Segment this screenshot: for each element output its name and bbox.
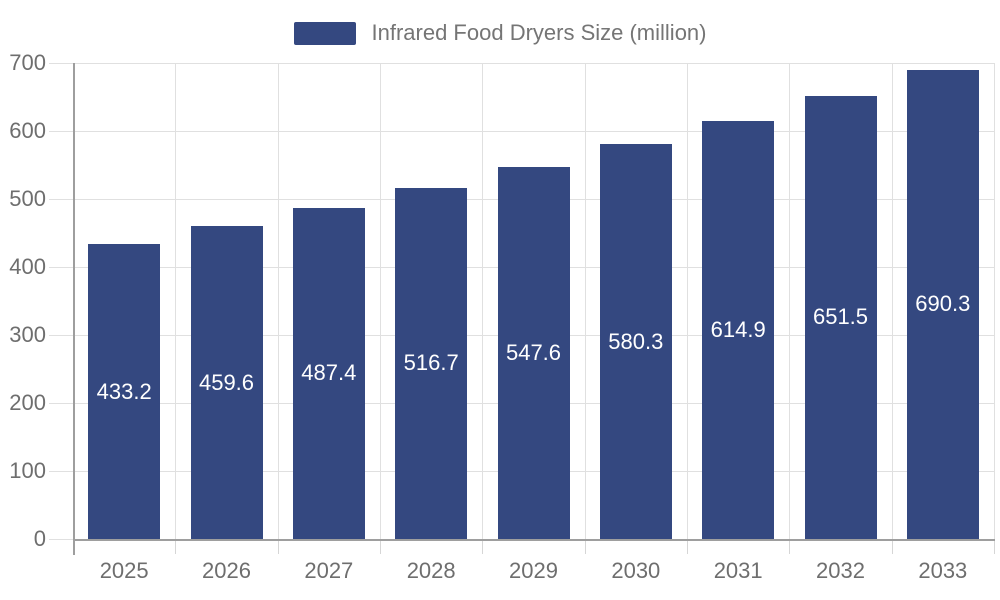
bar-2033: 690.3 [906,69,979,539]
x-axis-tick-label: 2028 [406,558,456,583]
x-tick-mark [891,539,893,554]
x-gridline [482,63,484,539]
bar-value-label: 580.3 [608,328,664,354]
y-tick-mark [49,63,73,64]
x-gridline [994,63,995,539]
y-axis-tick-label: 700 [9,50,46,75]
y-tick-mark [49,539,73,540]
bar-value-label: 547.6 [505,339,562,365]
x-tick-mark [789,539,791,554]
y-tick-mark [49,403,73,404]
x-gridline [687,63,688,539]
y-tick-mark [49,267,73,268]
bar-2026: 459.6 [190,226,263,539]
bar-value-label: 459.6 [198,369,255,395]
y-axis-tick-label: 0 [33,526,46,551]
y-axis-tick-label: 200 [9,390,46,415]
bar-2028: 516.7 [395,187,468,539]
y-gridline [73,63,994,64]
x-gridline [584,63,586,539]
x-tick-mark [175,539,177,554]
x-gridline [277,63,279,539]
x-gridline [891,63,893,539]
x-axis-line [73,539,995,541]
legend-label: Infrared Food Dryers Size (million) [371,20,707,45]
y-tick-mark [49,335,73,336]
x-tick-mark [380,539,381,554]
legend[interactable]: Infrared Food Dryers Size (million) [0,20,1000,46]
y-tick-mark [49,471,73,472]
bar-2031: 614.9 [702,120,775,539]
x-axis-tick-label: 2029 [509,558,558,583]
x-tick-mark [994,539,995,554]
legend-swatch [293,21,356,45]
y-tick-mark [49,199,73,200]
y-axis-line [73,63,75,555]
x-axis-tick-label: 2030 [611,558,661,583]
y-axis-tick-label: 400 [9,254,46,279]
bar-2030: 580.3 [599,144,672,539]
bar-value-label: 516.7 [403,350,459,376]
y-axis-tick-label: 100 [9,458,46,483]
x-axis-tick-label: 2032 [816,558,865,583]
bar-value-label: 614.9 [710,316,766,342]
bar-value-label: 487.4 [301,360,357,386]
x-gridline [380,63,381,539]
x-tick-mark [687,539,688,554]
x-axis-tick-label: 2031 [713,558,763,583]
bar-value-label: 433.2 [96,378,152,404]
bar-2027: 487.4 [292,207,365,539]
y-gridline [73,131,994,132]
y-axis-tick-label: 500 [9,186,46,211]
x-axis-tick-label: 2027 [304,558,354,583]
bar-2025: 433.2 [88,244,161,539]
bar-value-label: 651.5 [812,304,869,330]
bar-2029: 547.6 [497,166,570,539]
x-axis-tick-label: 2026 [202,558,251,583]
x-tick-mark [584,539,586,554]
x-tick-mark [482,539,484,554]
bar-value-label: 690.3 [915,291,971,317]
x-gridline [789,63,791,539]
x-tick-mark [277,539,279,554]
y-axis-tick-label: 600 [9,118,46,143]
y-axis-tick-label: 300 [9,322,46,347]
bar-2032: 651.5 [804,95,877,539]
y-tick-mark [49,131,73,132]
x-gridline [175,63,177,539]
x-axis-tick-label: 2025 [99,558,149,583]
x-axis-tick-label: 2033 [918,558,968,583]
